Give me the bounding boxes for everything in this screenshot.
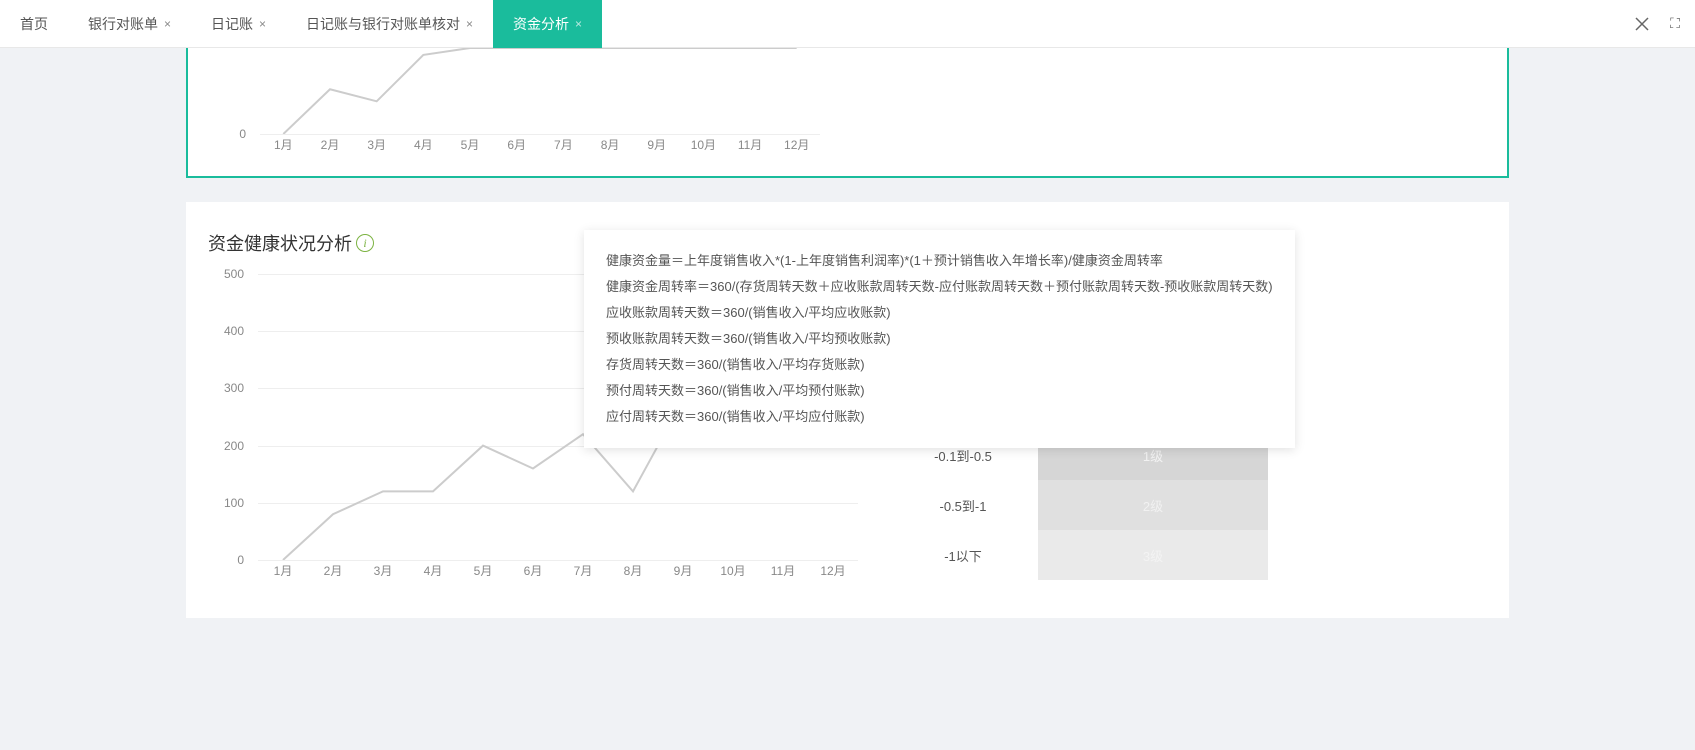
- x-tick-label: 5月: [447, 136, 494, 158]
- x-tick-label: 6月: [493, 136, 540, 158]
- x-tick-label: 9月: [633, 136, 680, 158]
- top-chart-panel: 0 1月2月3月4月5月6月7月8月9月10月11月12月: [186, 48, 1509, 178]
- x-tick-label: 3月: [353, 136, 400, 158]
- close-all-icon[interactable]: [1633, 15, 1651, 33]
- tooltip-line: 健康资金周转率＝360/(存货周转天数＋应收账款周转天数-应付账款周转天数＋预付…: [606, 274, 1273, 300]
- health-analysis-panel: 资金健康状况分析 i 健康资金量＝上年度销售收入*(1-上年度销售利润率)*(1…: [186, 202, 1509, 618]
- level-value-text: 3级: [1143, 546, 1163, 565]
- x-tick-label: 7月: [558, 562, 608, 584]
- x-tick-label: 4月: [400, 136, 447, 158]
- tab-bar: 首页银行对账单×日记账×日记账与银行对账单核对×资金分析× ⛶: [0, 0, 1695, 48]
- tooltip-line: 存货周转天数＝360/(销售收入/平均存货账款): [606, 352, 1273, 378]
- y-tick-label: 100: [224, 496, 244, 510]
- tooltip-line: 健康资金量＝上年度销售收入*(1-上年度销售利润率)*(1＋预计销售收入年增长率…: [606, 248, 1273, 274]
- level-row: -0.5到-1 2级: [888, 480, 1268, 530]
- expand-icon[interactable]: ⛶: [1665, 15, 1683, 33]
- tab-首页[interactable]: 首页: [0, 0, 68, 48]
- tab-label: 银行对账单: [88, 0, 158, 48]
- tooltip-line: 预收账款周转天数＝360/(销售收入/平均预收账款): [606, 326, 1273, 352]
- x-tick-label: 12月: [808, 562, 858, 584]
- tooltip-line: 应收账款周转天数＝360/(销售收入/平均应收账款): [606, 300, 1273, 326]
- x-tick-label: 9月: [658, 562, 708, 584]
- level-value-cell: 3级: [1038, 530, 1268, 580]
- tab-label: 日记账: [211, 0, 253, 48]
- level-value-text: 1级: [1143, 446, 1163, 465]
- tab-日记账与银行对账单核对[interactable]: 日记账与银行对账单核对×: [286, 0, 493, 48]
- tab-日记账[interactable]: 日记账×: [191, 0, 286, 48]
- x-tick-label: 11月: [758, 562, 808, 584]
- tab-资金分析[interactable]: 资金分析×: [493, 0, 602, 48]
- tab-bar-actions: ⛶: [1633, 15, 1695, 33]
- y-tick-label: 500: [224, 267, 244, 281]
- x-tick-label: 10月: [680, 136, 727, 158]
- x-tick-label: 3月: [358, 562, 408, 584]
- tab-close-icon[interactable]: ×: [575, 0, 582, 48]
- level-value-text: 2级: [1143, 496, 1163, 515]
- x-tick-label: 1月: [258, 562, 308, 584]
- y-tick-label: 300: [224, 381, 244, 395]
- x-tick-label: 11月: [727, 136, 774, 158]
- level-range-label: -1以下: [888, 530, 1038, 580]
- x-tick-label: 2月: [308, 562, 358, 584]
- x-tick-label: 6月: [508, 562, 558, 584]
- y-tick-label: 200: [224, 439, 244, 453]
- x-tick-label: 12月: [773, 136, 820, 158]
- tab-label: 首页: [20, 0, 48, 48]
- tab-close-icon[interactable]: ×: [466, 0, 473, 48]
- info-tooltip: 健康资金量＝上年度销售收入*(1-上年度销售利润率)*(1＋预计销售收入年增长率…: [584, 230, 1295, 448]
- x-tick-label: 2月: [307, 136, 354, 158]
- x-tick-label: 7月: [540, 136, 587, 158]
- tab-label: 资金分析: [513, 0, 569, 48]
- top-chart: 0 1月2月3月4月5月6月7月8月9月10月11月12月: [210, 48, 830, 158]
- section-title-text: 资金健康状况分析: [208, 230, 352, 256]
- level-value-cell: 2级: [1038, 480, 1268, 530]
- x-tick-label: 1月: [260, 136, 307, 158]
- tab-close-icon[interactable]: ×: [164, 0, 171, 48]
- tooltip-line: 应付周转天数＝360/(销售收入/平均应付账款): [606, 404, 1273, 430]
- level-range-label: -0.5到-1: [888, 480, 1038, 530]
- tab-label: 日记账与银行对账单核对: [306, 0, 460, 48]
- x-tick-label: 10月: [708, 562, 758, 584]
- level-row: -1以下 3级: [888, 530, 1268, 580]
- y-tick-label: 0: [237, 553, 244, 567]
- x-tick-label: 5月: [458, 562, 508, 584]
- y-tick-label: 400: [224, 324, 244, 338]
- tab-银行对账单[interactable]: 银行对账单×: [68, 0, 191, 48]
- content-area: 01月2月3月4月5月6月7月8月9月10月11月12月 资金健康状况分析 i …: [0, 48, 1695, 662]
- x-tick-label: 8月: [587, 136, 634, 158]
- info-icon[interactable]: i: [356, 234, 374, 252]
- x-tick-label: 4月: [408, 562, 458, 584]
- tooltip-line: 预付周转天数＝360/(销售收入/平均预付账款): [606, 378, 1273, 404]
- tab-close-icon[interactable]: ×: [259, 0, 266, 48]
- x-tick-label: 8月: [608, 562, 658, 584]
- y-tick-label: 0: [239, 127, 246, 141]
